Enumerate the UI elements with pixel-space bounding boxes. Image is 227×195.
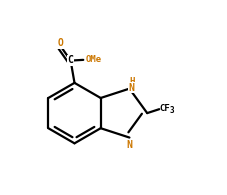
Text: N: N [126, 140, 132, 150]
Text: CF: CF [160, 104, 170, 113]
Text: OMe: OMe [85, 55, 101, 64]
Text: 3: 3 [169, 106, 174, 115]
Text: N: N [129, 83, 135, 93]
Text: H: H [129, 77, 134, 86]
Text: C: C [68, 55, 74, 66]
Text: O: O [57, 38, 63, 48]
